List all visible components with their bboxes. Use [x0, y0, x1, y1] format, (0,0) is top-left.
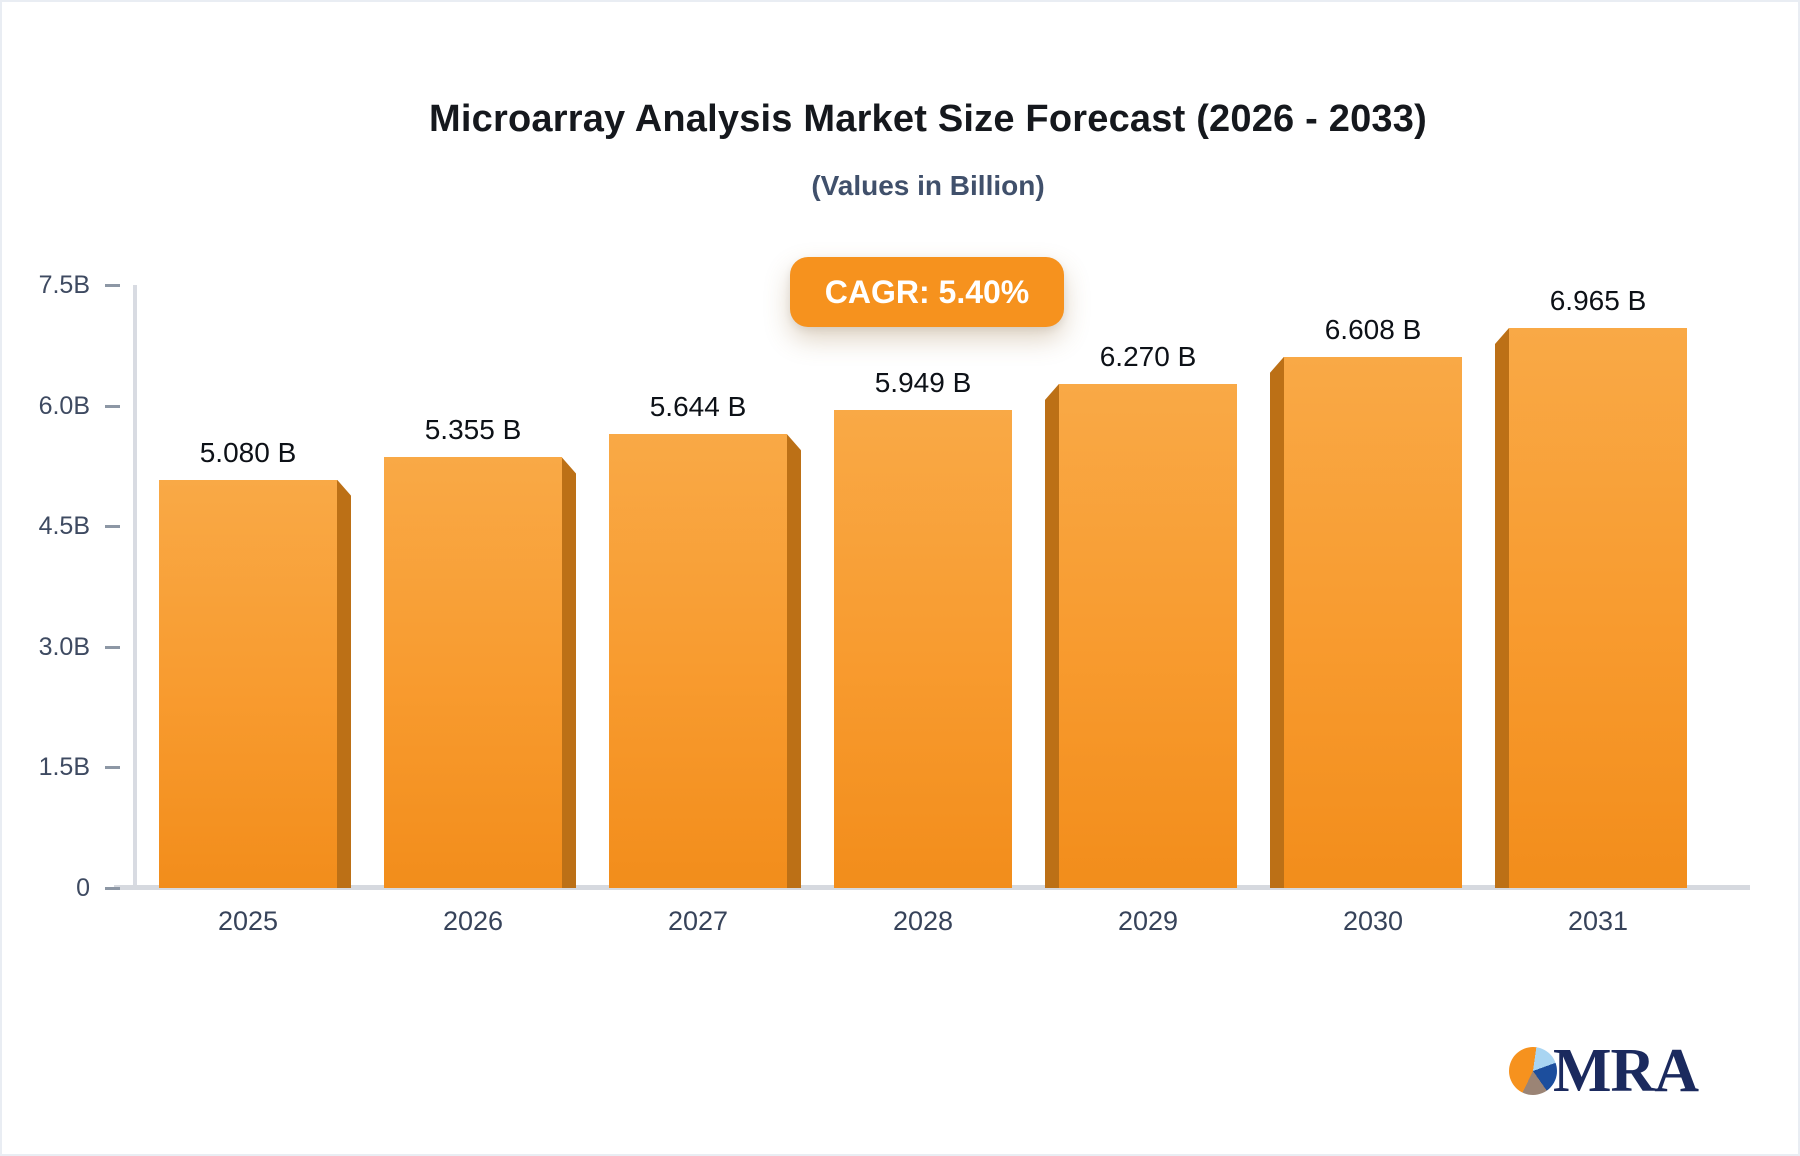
y-tick-label: 6.0B	[38, 391, 90, 420]
chart-title: Microarray Analysis Market Size Forecast…	[429, 98, 1427, 140]
bar-value-label: 6.270 B	[1099, 340, 1197, 372]
brand-logo-text: MRA	[1553, 1037, 1699, 1105]
bar-value-label: 5.080 B	[199, 436, 297, 468]
chart-subtitle: (Values in Billion)	[811, 170, 1045, 201]
bar-2031	[1509, 328, 1687, 888]
bar-value-label: 6.608 B	[1324, 313, 1422, 345]
bar-2026	[384, 457, 562, 888]
x-tick-label: 2028	[892, 906, 954, 936]
bar-value-label: 5.644 B	[649, 391, 747, 423]
bar-2028	[834, 409, 1012, 888]
bar-value-label: 5.355 B	[424, 414, 522, 446]
y-axis-line	[133, 285, 137, 888]
bar-side-face	[787, 434, 801, 888]
y-tick-dash	[105, 284, 120, 287]
bar-side-face	[562, 457, 576, 888]
bar-side-face	[1270, 356, 1284, 888]
y-tick-dash	[105, 525, 120, 529]
y-tick-dash	[105, 766, 120, 770]
x-tick-label: 2031	[1567, 906, 1629, 936]
y-tick-label: 4.5B	[38, 512, 90, 541]
y-tick-dash	[105, 887, 120, 890]
y-tick-dash	[105, 404, 120, 408]
bar-2029	[1059, 383, 1237, 888]
y-tick-label: 1.5B	[38, 753, 90, 782]
bar-2025	[159, 479, 337, 888]
x-tick-label: 2027	[667, 906, 729, 936]
bar-value-label: 5.949 B	[874, 366, 972, 398]
cagr-badge-label: CAGR: 5.40%	[824, 273, 1030, 310]
brand-logo: MRA	[1509, 1037, 1699, 1105]
cagr-badge: CAGR: 5.40%	[790, 257, 1064, 327]
x-tick-label: 2026	[442, 906, 504, 936]
y-tick-label: 7.5B	[38, 271, 90, 299]
bar-side-face	[1045, 383, 1059, 888]
bar-2027	[609, 434, 787, 888]
y-tick-label: 3.0B	[38, 632, 90, 661]
bar-side-face	[1495, 328, 1509, 888]
bar-2030	[1284, 356, 1462, 888]
bar-side-face	[337, 479, 351, 888]
bar-value-label: 6.965 B	[1549, 285, 1647, 316]
x-tick-label: 2025	[217, 906, 279, 936]
y-tick-label: 0	[76, 874, 90, 902]
y-tick-dash	[105, 645, 120, 649]
x-tick-label: 2029	[1117, 906, 1179, 936]
pie-chart-icon	[1509, 1047, 1557, 1095]
x-tick-label: 2030	[1342, 906, 1404, 936]
